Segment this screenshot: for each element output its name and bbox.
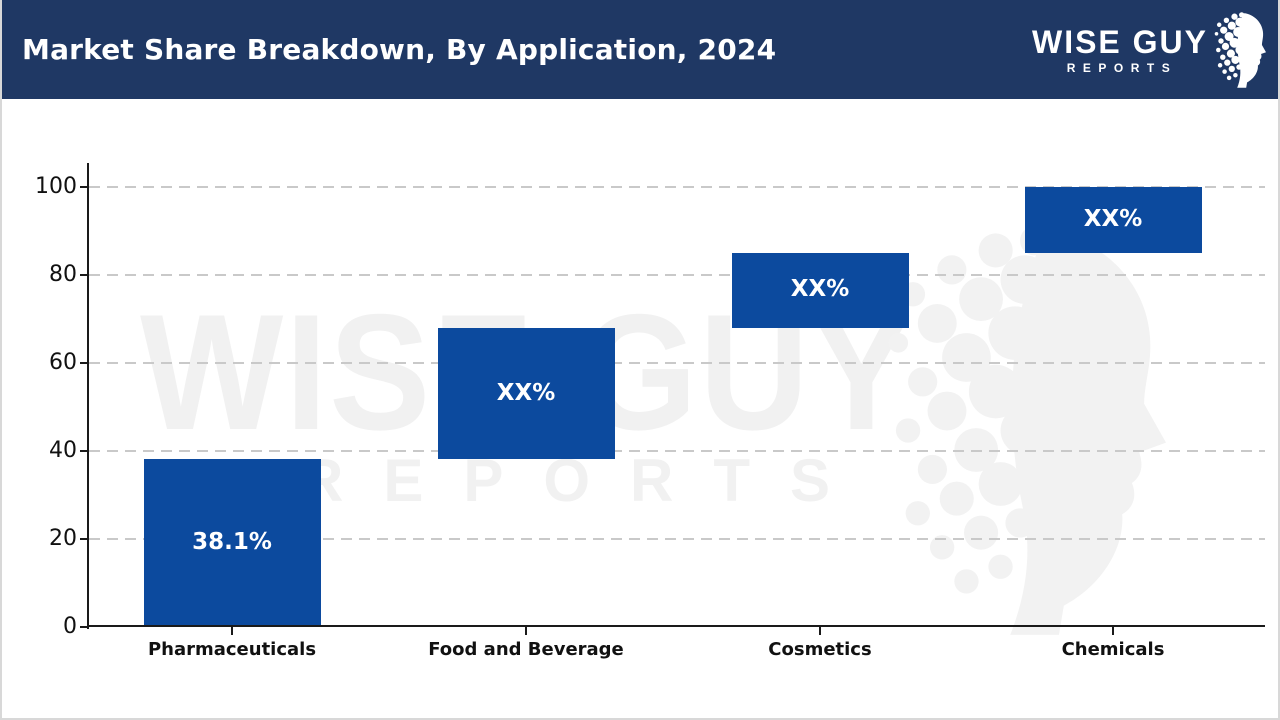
gridline-40 xyxy=(89,450,1265,452)
y-tick-60 xyxy=(80,362,88,364)
bar-cosmetics xyxy=(731,253,909,328)
y-tick-100 xyxy=(80,186,88,188)
brand-wordmark: WISE GUY REPORTS xyxy=(1032,26,1208,74)
y-tick-80 xyxy=(80,274,88,276)
y-tick-20 xyxy=(80,538,88,540)
wiseguy-head-icon xyxy=(1214,11,1266,88)
y-tick-label-20: 20 xyxy=(49,526,77,551)
gridline-20 xyxy=(89,538,1265,540)
header: Market Share Breakdown, By Application, … xyxy=(2,0,1278,99)
y-tick-0 xyxy=(80,626,88,628)
y-tick-label-80: 80 xyxy=(49,262,77,287)
bar-value-label: XX% xyxy=(496,379,556,406)
y-tick-label-60: 60 xyxy=(49,350,77,375)
x-axis-line xyxy=(87,625,1265,627)
brand-logo: WISE GUY REPORTS xyxy=(1032,11,1266,89)
bar-value-label: XX% xyxy=(1083,206,1143,232)
x-category-label: Cosmetics xyxy=(768,639,872,660)
x-tick-0 xyxy=(231,627,233,635)
gridline-80 xyxy=(89,274,1265,276)
y-tick-label-0: 0 xyxy=(63,614,77,639)
gridline-60 xyxy=(89,362,1265,364)
y-tick-label-100: 100 xyxy=(35,174,77,199)
bar-value-label: XX% xyxy=(790,276,850,303)
x-tick-3 xyxy=(1112,627,1114,635)
x-category-label: Food and Beverage xyxy=(428,639,624,660)
y-axis-line xyxy=(87,163,89,629)
x-tick-1 xyxy=(525,627,527,635)
bar-value-label: 38.1% xyxy=(192,529,272,556)
bar-pharmaceuticals xyxy=(143,459,321,627)
bar-food-and-beverage xyxy=(437,327,615,460)
x-category-label: Chemicals xyxy=(1061,639,1165,660)
x-category-label: Pharmaceuticals xyxy=(147,639,317,660)
brand-name: WISE GUY xyxy=(1031,23,1208,60)
x-tick-2 xyxy=(819,627,821,635)
gridline-100 xyxy=(89,186,1265,188)
brand-subname: REPORTS xyxy=(1066,60,1178,75)
page-title: Market Share Breakdown, By Application, … xyxy=(22,33,777,66)
y-tick-label-40: 40 xyxy=(49,438,77,463)
y-tick-40 xyxy=(80,450,88,452)
